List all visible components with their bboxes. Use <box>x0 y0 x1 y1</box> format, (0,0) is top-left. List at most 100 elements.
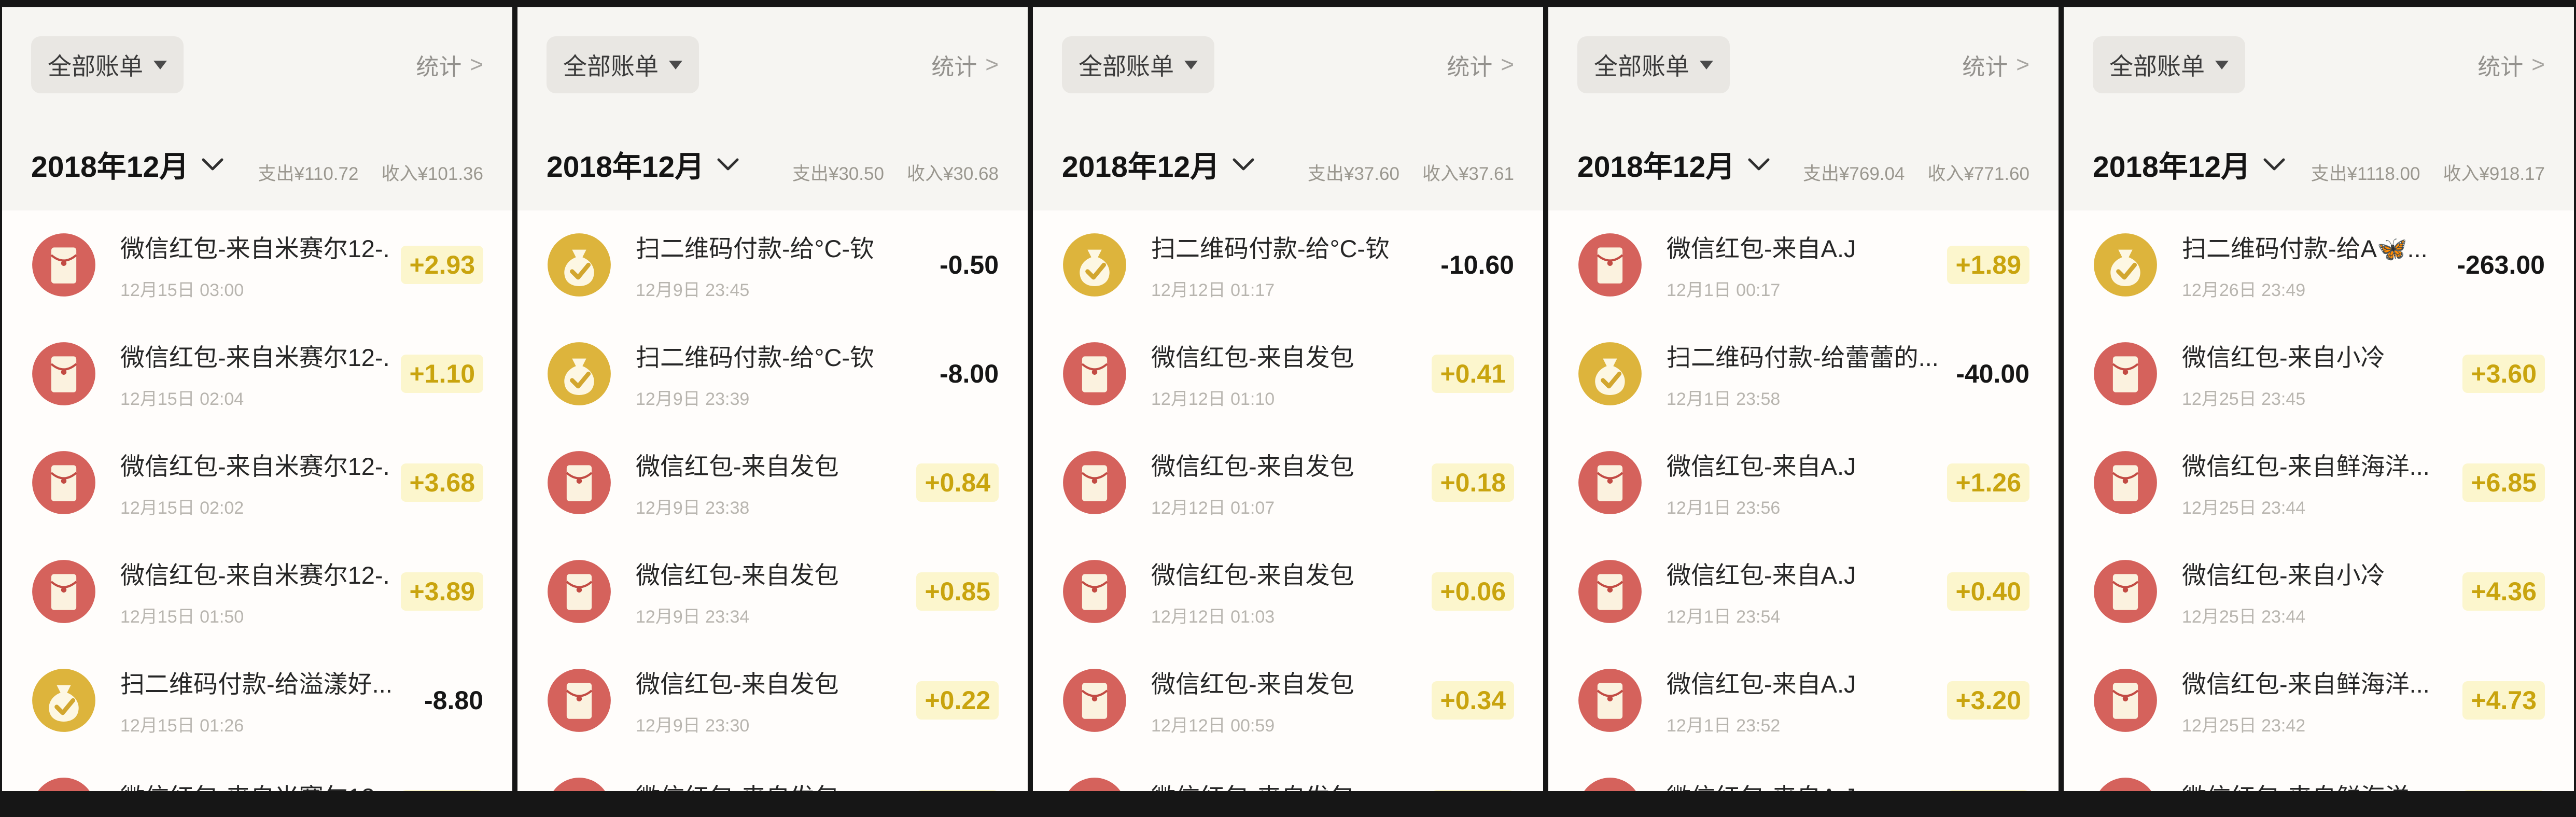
transaction-list: 扫二维码付款-给°C-钦 12月9日 23:45 -0.50 扫二维码付款-给°… <box>517 210 1028 791</box>
transaction-amount: +0.43 <box>916 790 999 791</box>
transaction-row[interactable]: 微信红包-来自A.J +3.14 <box>1548 755 2059 791</box>
transaction-row[interactable]: 微信红包-来自发包 12月12日 01:10 +0.41 <box>1033 319 1543 428</box>
account-filter-dropdown[interactable]: 全部账单 <box>1577 36 1730 93</box>
transaction-amount: -8.80 <box>424 686 483 715</box>
transaction-row[interactable]: 微信红包-来自米赛尔12-... +5.17 <box>2 755 512 791</box>
transaction-row[interactable]: 扫二维码付款-给蕾蕾的... 12月1日 23:58 -40.00 <box>1548 319 2059 428</box>
statistics-link[interactable]: 统计 > <box>2477 48 2545 81</box>
header-top: 全部账单 统计 > <box>547 36 999 93</box>
bill-panel: 全部账单 统计 > 2018年12月 支出¥1118.00 收入¥918 <box>2064 7 2574 791</box>
transaction-title: 微信红包-来自鲜海洋... <box>2182 453 2430 480</box>
red-envelope-icon <box>547 777 612 791</box>
transaction-date: 12月15日 01:26 <box>120 716 244 736</box>
income-total: 收入¥771.60 <box>1927 164 2029 184</box>
statistics-link[interactable]: 统计 > <box>1962 48 2029 81</box>
transaction-info: 扫二维码付款-给蕾蕾的... 12月1日 23:58 <box>1667 337 1945 410</box>
transaction-title: 微信红包-来自发包 <box>636 561 839 589</box>
chevron-right-icon: > <box>470 52 483 77</box>
transaction-row[interactable]: 微信红包-来自发包 12月9日 23:30 +0.22 <box>517 646 1028 755</box>
month-selector[interactable]: 2018年12月 <box>31 143 224 186</box>
bill-panel: 全部账单 统计 > 2018年12月 支出¥30.50 收入¥30.68 <box>517 7 1028 791</box>
transaction-amount: +1.10 <box>401 355 483 393</box>
transaction-row[interactable]: 微信红包-来自A.J 12月1日 00:17 +1.89 <box>1548 210 2059 319</box>
month-row: 2018年12月 支出¥1118.00 收入¥918.17 <box>2093 143 2545 186</box>
transaction-row[interactable]: 微信红包-来自米赛尔12-... 12月15日 02:02 +3.68 <box>2 428 512 537</box>
transaction-row[interactable]: 扫二维码付款-给°C-钦 12月9日 23:45 -0.50 <box>517 210 1028 319</box>
transaction-date: 12月26日 23:49 <box>2182 280 2306 300</box>
month-selector[interactable]: 2018年12月 <box>547 143 739 186</box>
transaction-info: 微信红包-来自鲜海洋... 12月25日 23:42 <box>2182 664 2452 737</box>
statistics-link[interactable]: 统计 > <box>416 48 483 81</box>
chevron-right-icon: > <box>1501 52 1514 77</box>
transaction-amount: -10.60 <box>1440 250 1514 279</box>
statistics-label: 统计 <box>416 54 462 80</box>
red-envelope-icon <box>1577 777 1643 791</box>
transaction-info: 微信红包-来自鲜海洋... <box>2182 777 2452 792</box>
red-envelope-icon <box>1062 559 1127 624</box>
transaction-date: 12月25日 23:45 <box>2182 389 2306 409</box>
red-envelope-icon <box>31 777 96 791</box>
transaction-date: 12月12日 01:07 <box>1151 498 1275 518</box>
transaction-row[interactable]: 扫二维码付款-给溢漾好... 12月15日 01:26 -8.80 <box>2 646 512 755</box>
transaction-title: 微信红包-来自发包 <box>1151 561 1354 589</box>
transaction-date: 12月9日 23:34 <box>636 607 750 627</box>
transaction-amount: +6.85 <box>2462 463 2545 502</box>
caret-down-icon <box>153 60 167 69</box>
transaction-row[interactable]: 扫二维码付款-给°C-钦 12月12日 01:17 -10.60 <box>1033 210 1543 319</box>
red-envelope-icon <box>1577 232 1643 298</box>
transaction-date: 12月1日 00:17 <box>1667 280 1781 300</box>
transaction-row[interactable]: 微信红包-来自小冷 12月25日 23:44 +4.36 <box>2064 537 2574 646</box>
transaction-info: 微信红包-来自发包 12月12日 01:10 <box>1151 337 1421 410</box>
transaction-date: 12月15日 02:02 <box>120 498 244 518</box>
caret-down-icon <box>1184 60 1198 69</box>
transaction-row[interactable]: 微信红包-来自发包 +0.43 <box>517 755 1028 791</box>
transaction-row[interactable]: 微信红包-来自发包 +0.20 <box>1033 755 1543 791</box>
account-filter-dropdown[interactable]: 全部账单 <box>1062 36 1214 93</box>
transaction-title: 微信红包-来自发包 <box>636 777 906 792</box>
month-label: 2018年12月 <box>1577 150 1735 184</box>
expense-total: 支出¥37.60 <box>1307 164 1399 184</box>
transaction-row[interactable]: 微信红包-来自鲜海洋... +1.38 <box>2064 755 2574 791</box>
transaction-row[interactable]: 微信红包-来自发包 12月12日 00:59 +0.34 <box>1033 646 1543 755</box>
transaction-row[interactable]: 微信红包-来自米赛尔12-... 12月15日 01:50 +3.89 <box>2 537 512 646</box>
transaction-row[interactable]: 微信红包-来自小冷 12月25日 23:45 +3.60 <box>2064 319 2574 428</box>
transaction-title: 扫二维码付款-给°C-钦 <box>1151 235 1390 262</box>
statistics-link[interactable]: 统计 > <box>1447 48 1514 81</box>
month-selector[interactable]: 2018年12月 <box>1062 143 1255 186</box>
transaction-row[interactable]: 微信红包-来自发包 12月12日 01:03 +0.06 <box>1033 537 1543 646</box>
transaction-info: 微信红包-来自米赛尔12-... 12月15日 03:00 <box>120 229 390 301</box>
transaction-row[interactable]: 微信红包-来自A.J 12月1日 23:56 +1.26 <box>1548 428 2059 537</box>
month-selector[interactable]: 2018年12月 <box>2093 143 2286 186</box>
transaction-title: 微信红包-来自鲜海洋... <box>2182 670 2430 698</box>
header-top: 全部账单 统计 > <box>1062 36 1514 93</box>
transaction-row[interactable]: 微信红包-来自A.J 12月1日 23:52 +3.20 <box>1548 646 2059 755</box>
transaction-row[interactable]: 扫二维码付款-给°C-钦 12月9日 23:39 -8.00 <box>517 319 1028 428</box>
transaction-title: 微信红包-来自A.J <box>1667 777 1937 792</box>
account-filter-dropdown[interactable]: 全部账单 <box>31 36 184 93</box>
account-filter-dropdown[interactable]: 全部账单 <box>547 36 699 93</box>
transaction-row[interactable]: 微信红包-来自发包 12月9日 23:34 +0.85 <box>517 537 1028 646</box>
transaction-row[interactable]: 微信红包-来自A.J 12月1日 23:54 +0.40 <box>1548 537 2059 646</box>
transaction-row[interactable]: 微信红包-来自米赛尔12-... 12月15日 03:00 +2.93 <box>2 210 512 319</box>
transaction-amount: +0.85 <box>916 572 999 611</box>
money-bag-icon <box>2093 232 2158 298</box>
transaction-row[interactable]: 微信红包-来自鲜海洋... 12月25日 23:44 +6.85 <box>2064 428 2574 537</box>
month-selector[interactable]: 2018年12月 <box>1577 143 1770 186</box>
transaction-row[interactable]: 微信红包-来自发包 12月9日 23:38 +0.84 <box>517 428 1028 537</box>
transaction-title: 微信红包-来自米赛尔12-... <box>120 235 391 262</box>
transaction-info: 微信红包-来自发包 12月12日 01:07 <box>1151 446 1421 519</box>
transaction-row[interactable]: 微信红包-来自发包 12月12日 01:07 +0.18 <box>1033 428 1543 537</box>
account-filter-dropdown[interactable]: 全部账单 <box>2093 36 2245 93</box>
transaction-row[interactable]: 扫二维码付款-给A🦋... 12月26日 23:49 -263.00 <box>2064 210 2574 319</box>
expense-total: 支出¥769.04 <box>1802 164 1905 184</box>
transaction-date: 12月9日 23:30 <box>636 716 750 736</box>
month-totals: 支出¥1118.00 收入¥918.17 <box>2311 159 2545 186</box>
transaction-row[interactable]: 微信红包-来自鲜海洋... 12月25日 23:42 +4.73 <box>2064 646 2574 755</box>
transaction-title: 扫二维码付款-给蕾蕾的... <box>1667 344 1939 371</box>
transaction-list: 扫二维码付款-给A🦋... 12月26日 23:49 -263.00 微信红包-… <box>2064 210 2574 791</box>
chevron-right-icon: > <box>2016 52 2029 77</box>
transaction-row[interactable]: 微信红包-来自米赛尔12-... 12月15日 02:04 +1.10 <box>2 319 512 428</box>
transaction-list: 微信红包-来自米赛尔12-... 12月15日 03:00 +2.93 微信红包… <box>2 210 512 791</box>
statistics-link[interactable]: 统计 > <box>931 48 999 81</box>
transaction-amount: -8.00 <box>940 359 999 388</box>
